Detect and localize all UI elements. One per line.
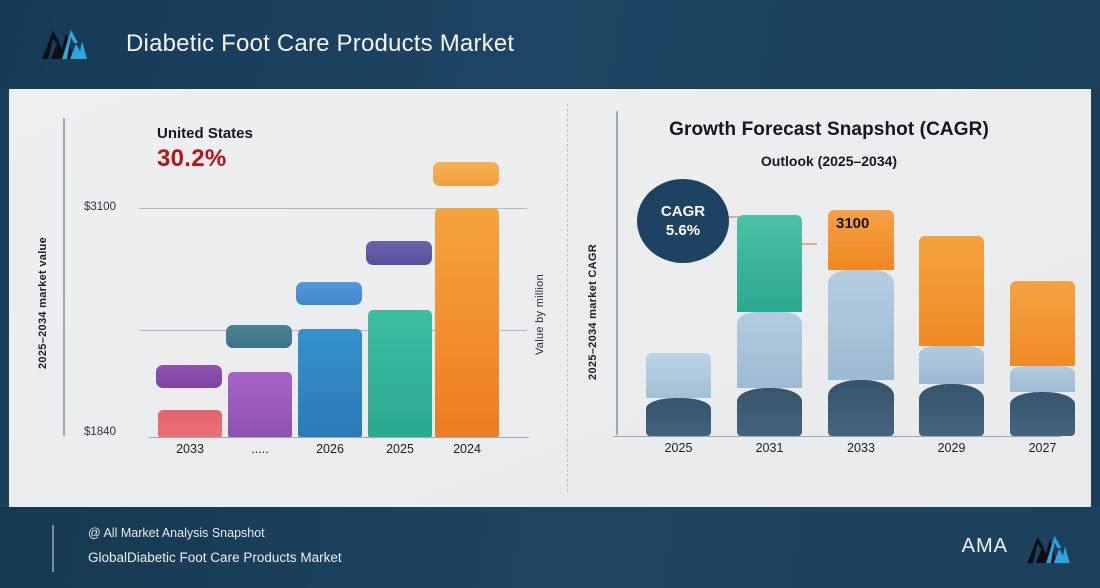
y-tick-label-top: $3100 xyxy=(84,201,116,213)
cap-marker-2024 xyxy=(433,162,499,186)
bar-2025 xyxy=(368,310,432,437)
right-chart-title: Growth Forecast Snapshot (CAGR) xyxy=(669,119,989,140)
page-title: Diabetic Foot Care Products Market xyxy=(126,30,515,57)
ama-mountain-logo-icon xyxy=(40,27,88,61)
segment-base-2033 xyxy=(828,380,894,436)
bar-2024 xyxy=(435,208,499,437)
segment-middle-2027 xyxy=(1010,366,1075,392)
x-label-4: 2024 xyxy=(453,442,481,456)
r-x-label-4: 2027 xyxy=(1028,441,1057,455)
chart-canvas-card: 2025–2034 market value United States 30.… xyxy=(9,89,1091,507)
footer-divider xyxy=(52,525,54,572)
cap-marker-2033 xyxy=(156,365,222,388)
ama-mountain-logo-icon xyxy=(1024,533,1072,565)
r-x-label-0: 2025 xyxy=(664,441,693,455)
stacked-bar-2033 xyxy=(828,210,894,436)
left-value-unit-caption: Value by million xyxy=(534,274,546,356)
segment-middle-2031 xyxy=(737,312,802,388)
segment-base-2025 xyxy=(646,398,711,436)
x-label-1: ..... xyxy=(251,442,269,456)
right-y-axis-caption: 2025–2034 market CAGR xyxy=(587,244,599,380)
segment-base-2029 xyxy=(919,384,984,436)
gridline-top xyxy=(139,208,527,209)
cap-marker-2025 xyxy=(366,241,432,265)
footer-line-1: @ All Market Analysis Snapshot xyxy=(88,526,265,540)
segment-top-2033 xyxy=(828,210,894,270)
cap-marker-2026 xyxy=(296,282,362,305)
left-chart-kicker-value: 30.2% xyxy=(157,145,227,172)
right-chart-subtitle: Outlook (2025–2034) xyxy=(760,153,898,169)
right-x-axis-line xyxy=(613,436,1061,437)
segment-middle-2029 xyxy=(919,346,984,384)
stacked-bar-2029 xyxy=(919,236,984,436)
x-label-2: 2026 xyxy=(316,442,344,456)
segment-base-2027 xyxy=(1010,392,1075,436)
segment-top-2027 xyxy=(1010,281,1075,366)
segment-middle-2025 xyxy=(646,353,711,398)
cagr-bubble-label: CAGR xyxy=(660,202,706,220)
cagr-bubble-value: 5.6% xyxy=(665,222,701,239)
stacked-bar-2025 xyxy=(646,353,711,436)
x-label-0: 2033 xyxy=(176,442,204,456)
bar-2026 xyxy=(298,329,362,437)
y-tick-label-bottom: $1840 xyxy=(84,426,116,438)
left-chart-kicker-label: United States xyxy=(157,125,253,142)
segment-base-2031 xyxy=(737,388,802,436)
right-chart-panel: 2025–2034 market CAGR Growth Forecast Sn… xyxy=(567,89,1091,507)
footer-brand-text: AMA xyxy=(961,535,1008,557)
r-x-label-1: 2031 xyxy=(755,441,784,455)
footer-line-2: GlobalDiabetic Foot Care Products Market xyxy=(88,550,342,565)
panel-divider xyxy=(567,104,568,494)
r-x-label-2: 2033 xyxy=(847,441,875,455)
right-y-axis-line xyxy=(616,111,618,435)
r-x-label-3: 2029 xyxy=(937,441,966,455)
segment-middle-2033 xyxy=(828,270,894,380)
cap-marker-dots xyxy=(226,325,292,348)
stacked-bar-2031 xyxy=(737,215,802,436)
segment-top-2031 xyxy=(737,215,802,312)
page-header: Diabetic Foot Care Products Market xyxy=(0,0,1100,88)
segment-top-2029 xyxy=(919,236,984,346)
left-y-axis-line xyxy=(63,118,65,436)
left-y-axis-caption: 2025–2034 market value xyxy=(37,237,49,369)
left-chart-panel: 2025–2034 market value United States 30.… xyxy=(9,89,567,507)
stacked-bar-2027 xyxy=(1010,281,1075,436)
page-footer: @ All Market Analysis Snapshot GlobalDia… xyxy=(0,507,1100,588)
left-x-axis-line xyxy=(149,437,529,438)
cagr-bubble: CAGR 5.6% xyxy=(637,179,729,263)
bar-value-callout: 3100 xyxy=(836,215,870,232)
bar-dots xyxy=(228,372,292,437)
bar-2033 xyxy=(158,410,222,437)
x-label-3: 2025 xyxy=(386,442,414,456)
